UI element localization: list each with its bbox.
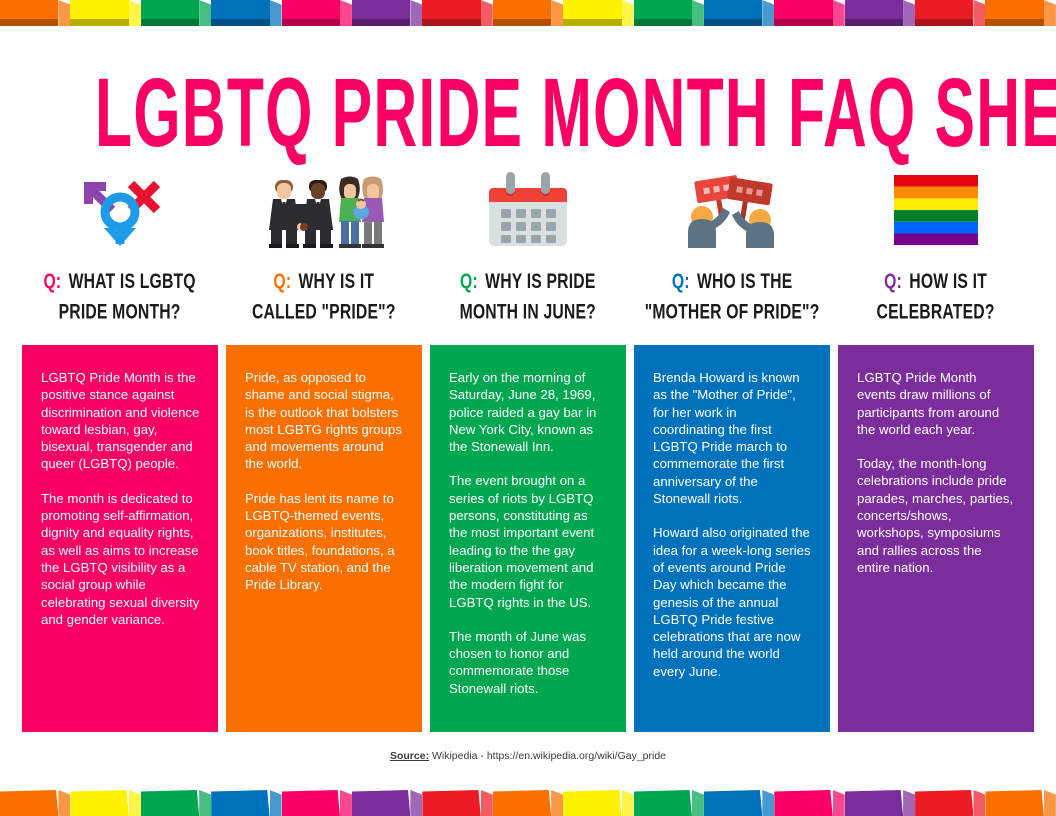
answer-paragraph: Brenda Howard is known as the "Mother of… bbox=[653, 370, 800, 507]
question-line-1: WHAT IS LGBTQ bbox=[68, 268, 197, 293]
answer-cards: LGBTQ Pride Month is the positive stance… bbox=[22, 345, 1034, 732]
border-block bbox=[774, 790, 845, 816]
column-why-called-pride: Q: WHY IS IT CALLED "PRIDE"? bbox=[226, 168, 422, 330]
border-block bbox=[70, 790, 141, 816]
protesters-with-signs-icon bbox=[634, 168, 830, 252]
same-sex-couples-icon bbox=[226, 168, 422, 252]
question-line-2: MONTH IN JUNE? bbox=[459, 298, 597, 324]
question-line-2: CELEBRATED? bbox=[876, 298, 996, 324]
question-heading-3: Q: WHY IS PRIDE MONTH IN JUNE? bbox=[460, 266, 596, 344]
border-block bbox=[70, 0, 141, 26]
border-block bbox=[140, 790, 212, 816]
border-block bbox=[563, 790, 634, 816]
question-heading-2: Q: WHY IS IT CALLED "PRIDE"? bbox=[252, 266, 396, 344]
border-block bbox=[492, 790, 564, 816]
calendar-icon bbox=[430, 168, 626, 252]
answer-card: LGBTQ Pride Month is the positive stance… bbox=[22, 345, 218, 732]
border-block bbox=[281, 790, 352, 816]
border-block bbox=[422, 790, 493, 816]
answer-paragraph: Howard also originated the idea for a we… bbox=[653, 525, 811, 679]
answer-card: Early on the morning of Saturday, June 2… bbox=[430, 345, 626, 732]
border-block bbox=[985, 790, 1056, 816]
border-block bbox=[633, 790, 704, 816]
answer-paragraph: Pride, as opposed to shame and social st… bbox=[245, 370, 402, 472]
border-block bbox=[351, 0, 423, 26]
question-heading-4: Q: WHO IS THE "MOTHER OF PRIDE"? bbox=[645, 266, 820, 344]
column-why-june: Q: WHY IS PRIDE MONTH IN JUNE? bbox=[430, 168, 626, 330]
top-rainbow-border bbox=[0, 0, 1056, 26]
page-title: LGBTQ PRIDE MONTH FAQ SHEET bbox=[95, 57, 1056, 167]
question-line-2: "MOTHER OF PRIDE"? bbox=[644, 298, 820, 324]
answer-card: Pride, as opposed to shame and social st… bbox=[226, 345, 422, 732]
question-line-2: CALLED "PRIDE"? bbox=[252, 298, 396, 324]
answer-paragraph: Pride has lent its name to LGBTQ-themed … bbox=[245, 490, 395, 593]
q-prefix: Q: bbox=[671, 268, 690, 293]
border-block bbox=[633, 0, 704, 26]
border-block bbox=[351, 790, 423, 816]
border-block bbox=[703, 790, 775, 816]
border-block bbox=[0, 0, 71, 26]
answer-paragraph: Early on the morning of Saturday, June 2… bbox=[449, 370, 597, 455]
q-prefix: Q: bbox=[43, 268, 62, 293]
answer-paragraph: LGBTQ Pride Month events draw millions o… bbox=[857, 370, 1000, 437]
q-prefix: Q: bbox=[273, 268, 292, 293]
question-line-2: PRIDE MONTH? bbox=[58, 298, 182, 324]
border-block bbox=[774, 0, 845, 26]
question-heading-5: Q: HOW IS IT CELEBRATED? bbox=[877, 266, 995, 344]
transgender-symbol-icon bbox=[22, 168, 218, 252]
border-block bbox=[281, 0, 352, 26]
question-line-1: WHY IS IT bbox=[298, 268, 375, 293]
border-block bbox=[0, 790, 71, 816]
border-block bbox=[492, 0, 564, 26]
source-text: Wikipedia - https://en.wikipedia.org/wik… bbox=[431, 750, 667, 762]
question-heading-1: Q: WHAT IS LGBTQ PRIDE MONTH? bbox=[44, 266, 196, 344]
border-block bbox=[563, 0, 634, 26]
column-mother-of-pride: Q: WHO IS THE "MOTHER OF PRIDE"? bbox=[634, 168, 830, 330]
answer-paragraph: The month is dedicated to promoting self… bbox=[41, 490, 200, 627]
border-block bbox=[844, 0, 916, 26]
rainbow-flag-icon bbox=[838, 168, 1034, 252]
answer-paragraph: The event brought on a series of riots b… bbox=[449, 473, 595, 610]
source-label: Source: bbox=[389, 750, 430, 762]
border-block bbox=[844, 790, 916, 816]
border-block bbox=[915, 0, 986, 26]
q-prefix: Q: bbox=[460, 268, 479, 293]
column-what-is-pride-month: Q: WHAT IS LGBTQ PRIDE MONTH? bbox=[22, 168, 218, 330]
question-line-1: WHO IS THE bbox=[696, 268, 793, 293]
question-line-1: HOW IS IT bbox=[909, 268, 988, 293]
bottom-rainbow-border bbox=[0, 790, 1056, 816]
answer-card: LGBTQ Pride Month events draw millions o… bbox=[838, 345, 1034, 732]
answer-paragraph: The month of June was chosen to honor an… bbox=[449, 628, 587, 696]
border-block bbox=[211, 790, 282, 816]
answer-paragraph: Today, the month-long celebrations inclu… bbox=[857, 456, 1014, 575]
question-columns: Q: WHAT IS LGBTQ PRIDE MONTH? bbox=[22, 168, 1034, 330]
question-line-1: WHY IS PRIDE bbox=[485, 268, 596, 293]
border-block bbox=[703, 0, 775, 26]
border-block bbox=[422, 0, 493, 26]
q-prefix: Q: bbox=[884, 268, 903, 293]
border-block bbox=[915, 790, 986, 816]
source-footer: Source: Wikipedia - https://en.wikipedia… bbox=[0, 750, 1056, 762]
border-block bbox=[211, 0, 282, 26]
border-block bbox=[985, 0, 1056, 26]
column-how-celebrated: Q: HOW IS IT CELEBRATED? bbox=[838, 168, 1034, 330]
answer-card: Brenda Howard is known as the "Mother of… bbox=[634, 345, 830, 732]
answer-paragraph: LGBTQ Pride Month is the positive stance… bbox=[41, 370, 200, 472]
border-block bbox=[140, 0, 212, 26]
